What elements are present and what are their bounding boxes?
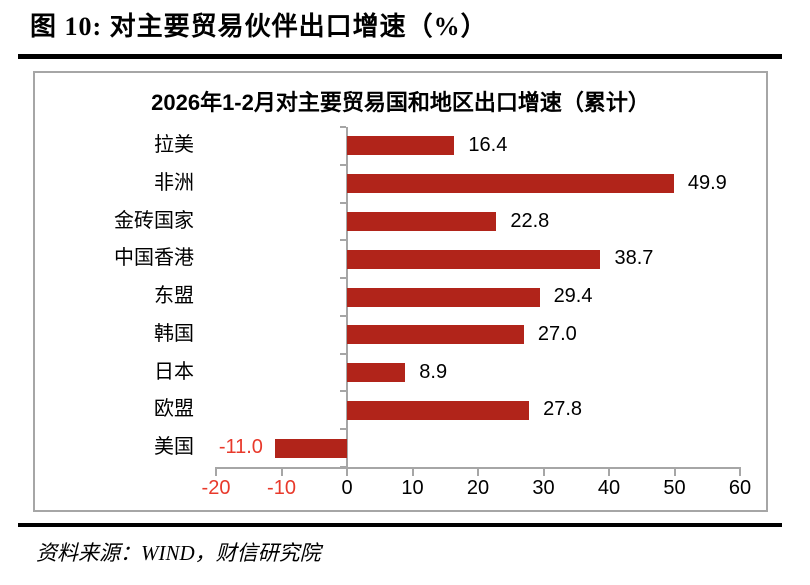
x-tick-label: 60 [728, 477, 752, 499]
y-axis-tick [340, 277, 346, 280]
bar [274, 438, 347, 458]
x-axis-tick [280, 467, 283, 476]
value-label: 8.9 [419, 360, 448, 383]
value-label: -11.0 [218, 436, 263, 459]
bar [347, 211, 497, 231]
x-axis-tick [739, 467, 741, 476]
bar [347, 174, 674, 194]
y-axis-tick [340, 239, 346, 242]
category-label: 拉美 [154, 134, 194, 156]
value-label: 27.0 [537, 322, 577, 345]
y-axis-tick [340, 314, 346, 317]
x-tick-label: 50 [663, 477, 686, 499]
value-label: 27.8 [543, 398, 583, 421]
category-label: 东盟 [154, 285, 194, 308]
value-label: 38.7 [614, 247, 654, 270]
figure-title: 图 10: 对主要贸易伙伴出口增速（%） [30, 12, 488, 41]
category-label: 欧盟 [154, 398, 194, 421]
bar [347, 363, 406, 383]
source-divider [18, 523, 782, 527]
x-tick-label: 20 [466, 477, 490, 499]
x-axis-tick [673, 467, 676, 476]
category-label: 韩国 [154, 322, 194, 345]
y-axis-tick [340, 163, 346, 166]
x-axis-tick [542, 467, 545, 476]
chart-container: 2026年1-2月对主要贸易国和地区出口增速（累计） -20 -10 0 10 20 30… [33, 71, 768, 512]
x-axis-tick [477, 467, 479, 476]
x-tick-label: 10 [401, 477, 424, 499]
x-axis-tick [215, 467, 217, 476]
x-tick-label: 40 [597, 477, 621, 499]
value-label: 49.9 [687, 171, 727, 194]
value-label: 29.4 [553, 285, 593, 308]
y-axis-tick [340, 390, 346, 393]
y-axis-tick [340, 428, 346, 431]
category-label: 美国 [154, 436, 194, 459]
source-text: 资料来源：WIND，财信研究院 [36, 541, 321, 565]
x-tick-label: -20 [201, 477, 231, 499]
title-divider [18, 54, 782, 59]
category-label: 非洲 [154, 171, 194, 194]
category-label: 日本 [154, 360, 194, 383]
value-label: 16.4 [468, 134, 508, 156]
bar [347, 136, 455, 156]
bar [347, 325, 524, 345]
category-label: 金砖国家 [114, 209, 194, 232]
bar [347, 287, 540, 307]
x-axis-tick [608, 467, 610, 476]
bar [347, 249, 601, 269]
x-tick-label: -10 [267, 477, 296, 499]
x-axis-tick [346, 467, 348, 476]
y-axis-tick [340, 126, 346, 128]
bar [347, 400, 530, 420]
y-axis-tick [340, 201, 346, 204]
value-label: 22.8 [510, 209, 550, 232]
plot-area: -20 -10 0 10 20 30 40 50 60 拉美 16.4 非洲 49.9 金砖国家 22.8 中… [35, 73, 766, 510]
chart-title: 2026年1-2月对主要贸易国和地区出口增速（累计） [151, 90, 650, 115]
x-axis-tick [411, 467, 414, 476]
x-tick-label: 0 [341, 477, 353, 499]
category-label: 中国香港 [114, 247, 194, 270]
y-axis-tick [340, 352, 346, 355]
x-tick-label: 30 [532, 477, 555, 499]
